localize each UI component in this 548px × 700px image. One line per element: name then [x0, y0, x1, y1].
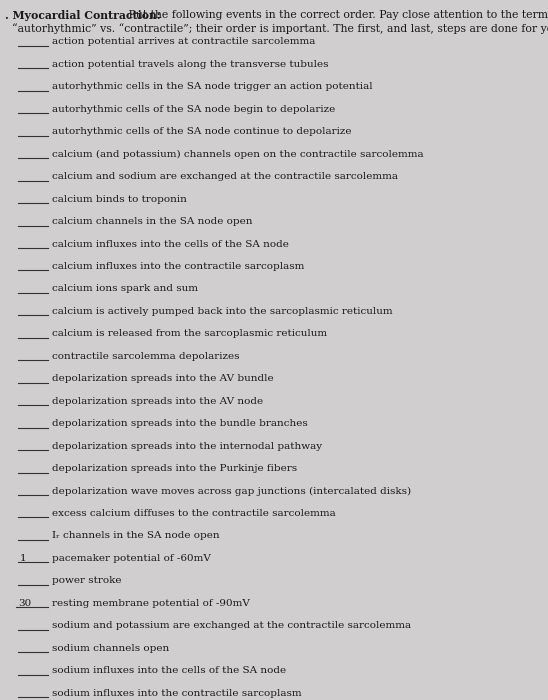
Text: depolarization wave moves across gap junctions (intercalated disks): depolarization wave moves across gap jun… — [52, 486, 411, 496]
Text: Put the following events in the correct order. Pay close attention to the terms: Put the following events in the correct … — [125, 10, 548, 20]
Text: depolarization spreads into the internodal pathway: depolarization spreads into the internod… — [52, 442, 322, 451]
Text: calcium influxes into the cells of the SA node: calcium influxes into the cells of the S… — [52, 239, 289, 248]
Text: calcium influxes into the contractile sarcoplasm: calcium influxes into the contractile sa… — [52, 262, 304, 271]
Text: autorhythmic cells of the SA node continue to depolarize: autorhythmic cells of the SA node contin… — [52, 127, 351, 136]
Text: 1: 1 — [20, 554, 27, 563]
Text: action potential arrives at contractile sarcolemma: action potential arrives at contractile … — [52, 38, 316, 46]
Text: . Myocardial Contraction:: . Myocardial Contraction: — [5, 10, 161, 21]
Text: 30: 30 — [18, 598, 31, 608]
Text: Iᵣ channels in the SA node open: Iᵣ channels in the SA node open — [52, 531, 220, 540]
Text: autorhythmic cells of the SA node begin to depolarize: autorhythmic cells of the SA node begin … — [52, 105, 335, 114]
Text: depolarization spreads into the AV node: depolarization spreads into the AV node — [52, 397, 263, 406]
Text: depolarization spreads into the Purkinje fibers: depolarization spreads into the Purkinje… — [52, 464, 297, 473]
Text: sodium influxes into the cells of the SA node: sodium influxes into the cells of the SA… — [52, 666, 286, 675]
Text: depolarization spreads into the bundle branches: depolarization spreads into the bundle b… — [52, 419, 308, 428]
Text: calcium is released from the sarcoplasmic reticulum: calcium is released from the sarcoplasmi… — [52, 329, 327, 338]
Text: action potential travels along the transverse tubules: action potential travels along the trans… — [52, 60, 328, 69]
Text: calcium channels in the SA node open: calcium channels in the SA node open — [52, 217, 253, 226]
Text: calcium and sodium are exchanged at the contractile sarcolemma: calcium and sodium are exchanged at the … — [52, 172, 398, 181]
Text: pacemaker potential of -60mV: pacemaker potential of -60mV — [52, 554, 211, 563]
Text: calcium (and potassium) channels open on the contractile sarcolemma: calcium (and potassium) channels open on… — [52, 150, 424, 159]
Text: calcium binds to troponin: calcium binds to troponin — [52, 195, 187, 204]
Text: autorhythmic cells in the SA node trigger an action potential: autorhythmic cells in the SA node trigge… — [52, 83, 373, 92]
Text: depolarization spreads into the AV bundle: depolarization spreads into the AV bundl… — [52, 374, 273, 383]
Text: resting membrane potential of -90mV: resting membrane potential of -90mV — [52, 598, 250, 608]
Text: power stroke: power stroke — [52, 576, 122, 585]
Text: sodium and potassium are exchanged at the contractile sarcolemma: sodium and potassium are exchanged at th… — [52, 621, 411, 630]
Text: sodium channels open: sodium channels open — [52, 643, 169, 652]
Text: contractile sarcolemma depolarizes: contractile sarcolemma depolarizes — [52, 352, 239, 361]
Text: “autorhythmic” vs. “contractile”; their order is important. The first, and last,: “autorhythmic” vs. “contractile”; their … — [5, 23, 548, 34]
Text: sodium influxes into the contractile sarcoplasm: sodium influxes into the contractile sar… — [52, 689, 301, 697]
Text: calcium is actively pumped back into the sarcoplasmic reticulum: calcium is actively pumped back into the… — [52, 307, 392, 316]
Text: excess calcium diffuses to the contractile sarcolemma: excess calcium diffuses to the contracti… — [52, 509, 336, 518]
Text: calcium ions spark and sum: calcium ions spark and sum — [52, 284, 198, 293]
